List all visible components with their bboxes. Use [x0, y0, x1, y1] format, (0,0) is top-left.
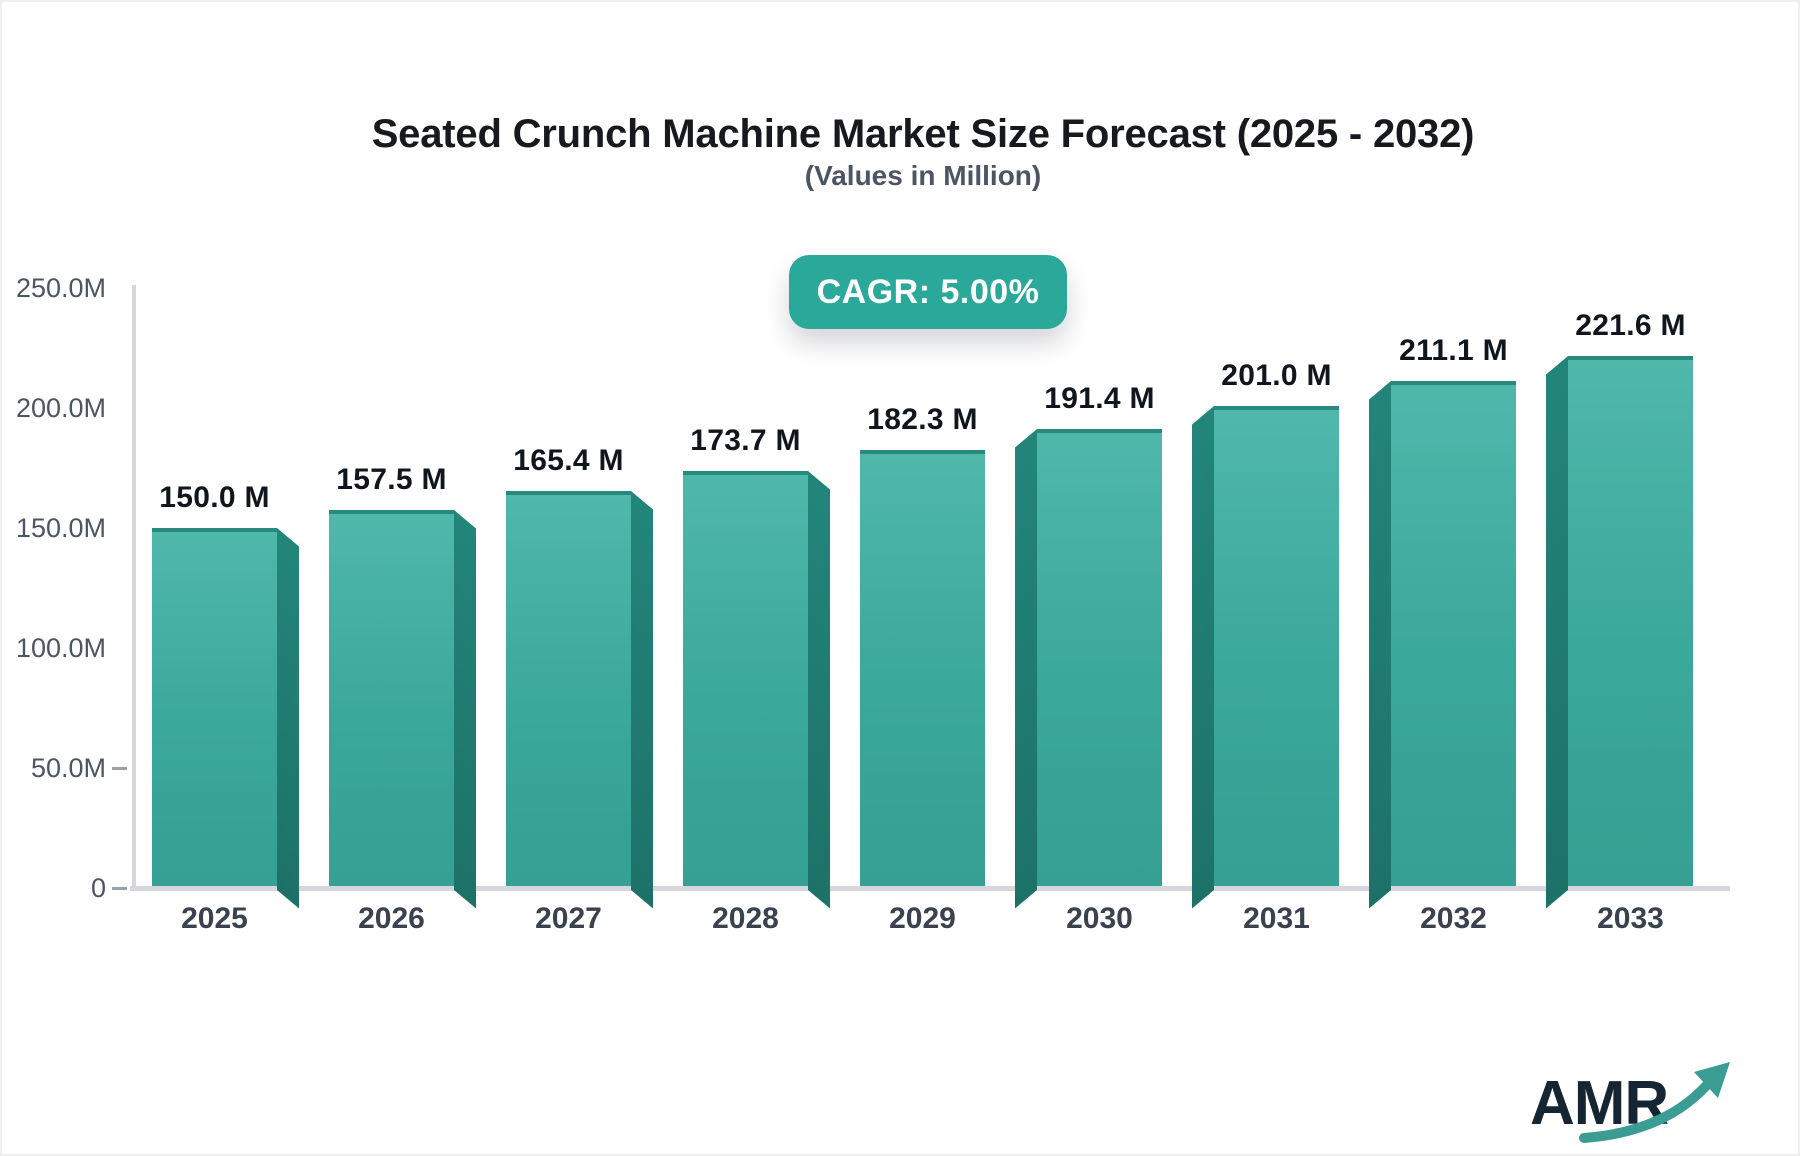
bar-value-label-2027: 165.4 M	[513, 444, 624, 478]
bar-2031[interactable]	[1214, 405, 1339, 886]
x-axis-label-2030: 2030	[1066, 902, 1133, 935]
bar-value-label-2033: 221.6 M	[1575, 309, 1686, 343]
bar-2029[interactable]	[860, 450, 985, 886]
bar-value-label-2025: 150.0 M	[159, 481, 270, 514]
bar-2033-depth	[1546, 356, 1568, 909]
y-tick-label-0: 0	[90, 873, 106, 903]
y-tick-label-200.0M: 200.0M	[15, 393, 106, 423]
cagr-badge: CAGR: 5.00%	[789, 255, 1067, 329]
bar-2031-depth	[1192, 405, 1214, 909]
bar-2033[interactable]	[1568, 356, 1693, 886]
x-axis-label-2031: 2031	[1243, 902, 1310, 935]
growth-arrow-icon	[1579, 1062, 1730, 1143]
y-tick-label-50.0M: 50.0M	[30, 753, 106, 783]
y-tick-label-150.0M: 150.0M	[15, 513, 106, 543]
y-tick-label-100.0M: 100.0M	[15, 633, 106, 663]
bar-value-label-2029: 182.3 M	[867, 403, 978, 437]
bar-2025-depth	[277, 528, 299, 909]
bar-2026[interactable]	[329, 510, 454, 886]
x-axis-label-2027: 2027	[535, 902, 602, 935]
bar-2030[interactable]	[1037, 428, 1162, 886]
x-axis-label-2026: 2026	[358, 902, 425, 935]
bar-2027-depth	[631, 491, 653, 909]
bar-2028[interactable]	[683, 471, 808, 886]
y-tick-mark	[112, 886, 127, 890]
y-tick-mark	[112, 766, 127, 770]
bar-2027[interactable]	[506, 491, 631, 886]
bar-value-label-2032: 211.1 M	[1399, 334, 1508, 368]
bar-2026-depth	[454, 510, 476, 909]
amr-logo-graphic: AMR	[1530, 1062, 1730, 1143]
bar-value-label-2028: 173.7 M	[690, 424, 801, 458]
x-axis-line	[130, 886, 1730, 891]
bar-2032[interactable]	[1391, 381, 1516, 886]
bar-value-label-2030: 191.4 M	[1044, 381, 1155, 415]
x-axis-label-2032: 2032	[1420, 902, 1487, 935]
x-axis-label-2033: 2033	[1597, 902, 1664, 935]
bar-value-label-2031: 201.0 M	[1221, 358, 1332, 392]
x-axis-label-2025: 2025	[181, 902, 248, 935]
chart-subtitle: (Values in Million)	[804, 160, 1042, 191]
chart-title: Seated Crunch Machine Market Size Foreca…	[371, 112, 1475, 156]
bar-2030-depth	[1015, 428, 1037, 909]
bar-2028-depth	[808, 471, 830, 909]
x-axis-label-2028: 2028	[712, 902, 779, 935]
bar-2025[interactable]	[152, 528, 277, 886]
amr-logo: AMR	[1526, 1060, 1742, 1146]
y-axis-line	[132, 285, 136, 886]
y-tick-label-250.0M: 250.0M	[15, 273, 106, 303]
cagr-badge-label: CAGR: 5.00%	[816, 272, 1040, 311]
bar-value-label-2026: 157.5 M	[336, 463, 447, 496]
bar-2032-depth	[1369, 381, 1391, 909]
x-axis-label-2029: 2029	[889, 902, 956, 935]
